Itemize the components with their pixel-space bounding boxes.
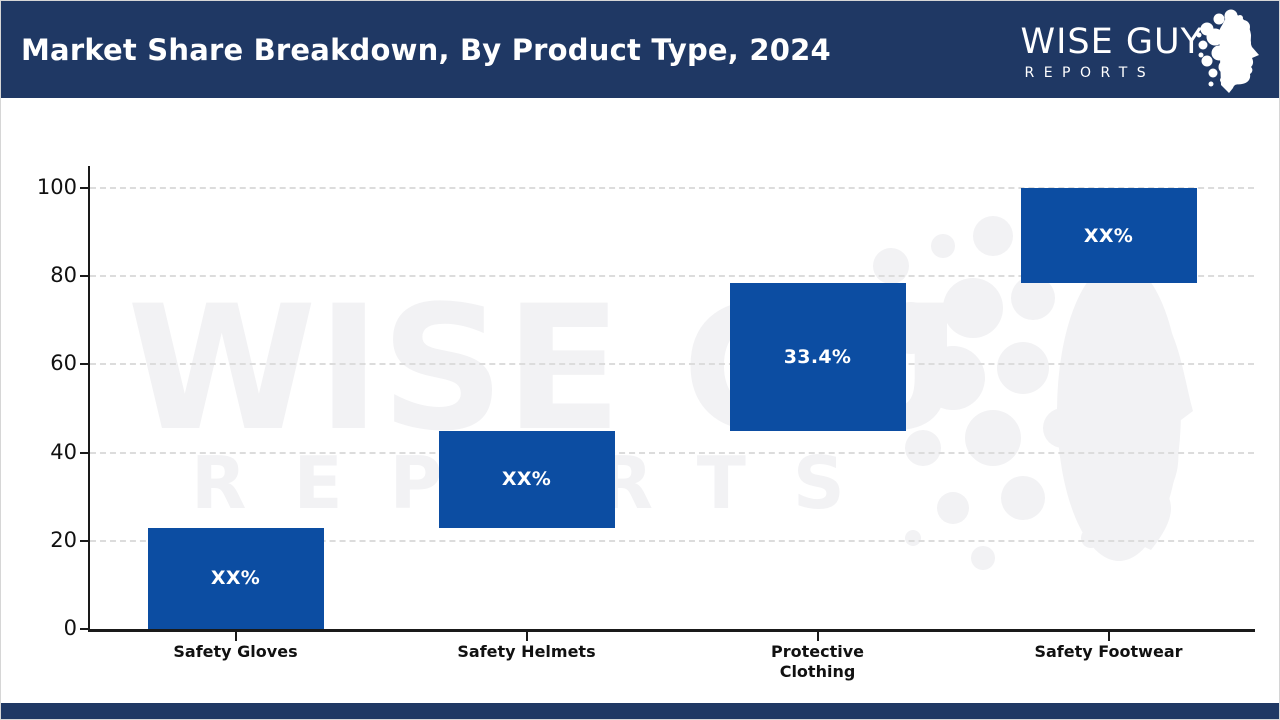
- category-label: Protective Clothing: [770, 642, 864, 681]
- y-tick-label: 80: [50, 263, 77, 288]
- gridline: [90, 187, 1254, 189]
- bar-segment: XX%: [147, 527, 324, 629]
- x-tick-mark: [1107, 632, 1110, 641]
- y-tick-label: 20: [50, 527, 77, 552]
- bar-value-label: XX%: [1083, 224, 1134, 247]
- header: Market Share Breakdown, By Product Type,…: [1, 1, 1279, 98]
- y-tick-mark: [80, 275, 90, 278]
- x-tick-mark: [234, 632, 237, 641]
- logo-subtext: REPORTS: [1024, 65, 1156, 81]
- category-label: Safety Helmets: [457, 642, 596, 661]
- gridline: [90, 539, 1254, 542]
- x-tick-mark: [816, 632, 819, 641]
- logo-wordmark: WISE GUY: [1020, 22, 1203, 62]
- y-axis-line: [88, 166, 90, 632]
- y-tick-label: 60: [50, 351, 77, 376]
- y-tick-label: 100: [36, 175, 77, 199]
- gridline: [90, 363, 1254, 366]
- y-tick-mark: [80, 363, 90, 366]
- bar-value-label: XX%: [501, 468, 552, 491]
- bar-segment: XX%: [438, 430, 615, 528]
- y-tick-label: 40: [50, 439, 77, 464]
- y-tick-mark: [80, 628, 90, 630]
- category-label: Safety Footwear: [1034, 642, 1183, 661]
- brand-logo: WISE GUY REPORTS: [1020, 7, 1267, 93]
- bar-segment: 33.4%: [729, 283, 906, 431]
- y-tick-label: 0: [63, 616, 77, 640]
- brand-logo-text: WISE GUY REPORTS: [1020, 22, 1203, 82]
- logo-head-profile-icon: [1196, 9, 1259, 93]
- category-label: Safety Gloves: [173, 642, 298, 661]
- x-tick-mark: [525, 632, 528, 641]
- y-tick-mark: [80, 451, 90, 454]
- page-title: Market Share Breakdown, By Product Type,…: [21, 32, 831, 67]
- y-tick-mark: [80, 187, 90, 189]
- gridline: [90, 275, 1254, 278]
- bar-value-label: 33.4%: [783, 345, 852, 368]
- footer-brand-strip: [1, 703, 1279, 719]
- watermark-head-profile-icon: [873, 216, 1193, 570]
- gridline: [90, 451, 1254, 454]
- y-tick-mark: [80, 539, 90, 542]
- bar-segment: XX%: [1020, 188, 1197, 284]
- bar-value-label: XX%: [210, 567, 261, 590]
- x-axis-line: [88, 629, 1255, 632]
